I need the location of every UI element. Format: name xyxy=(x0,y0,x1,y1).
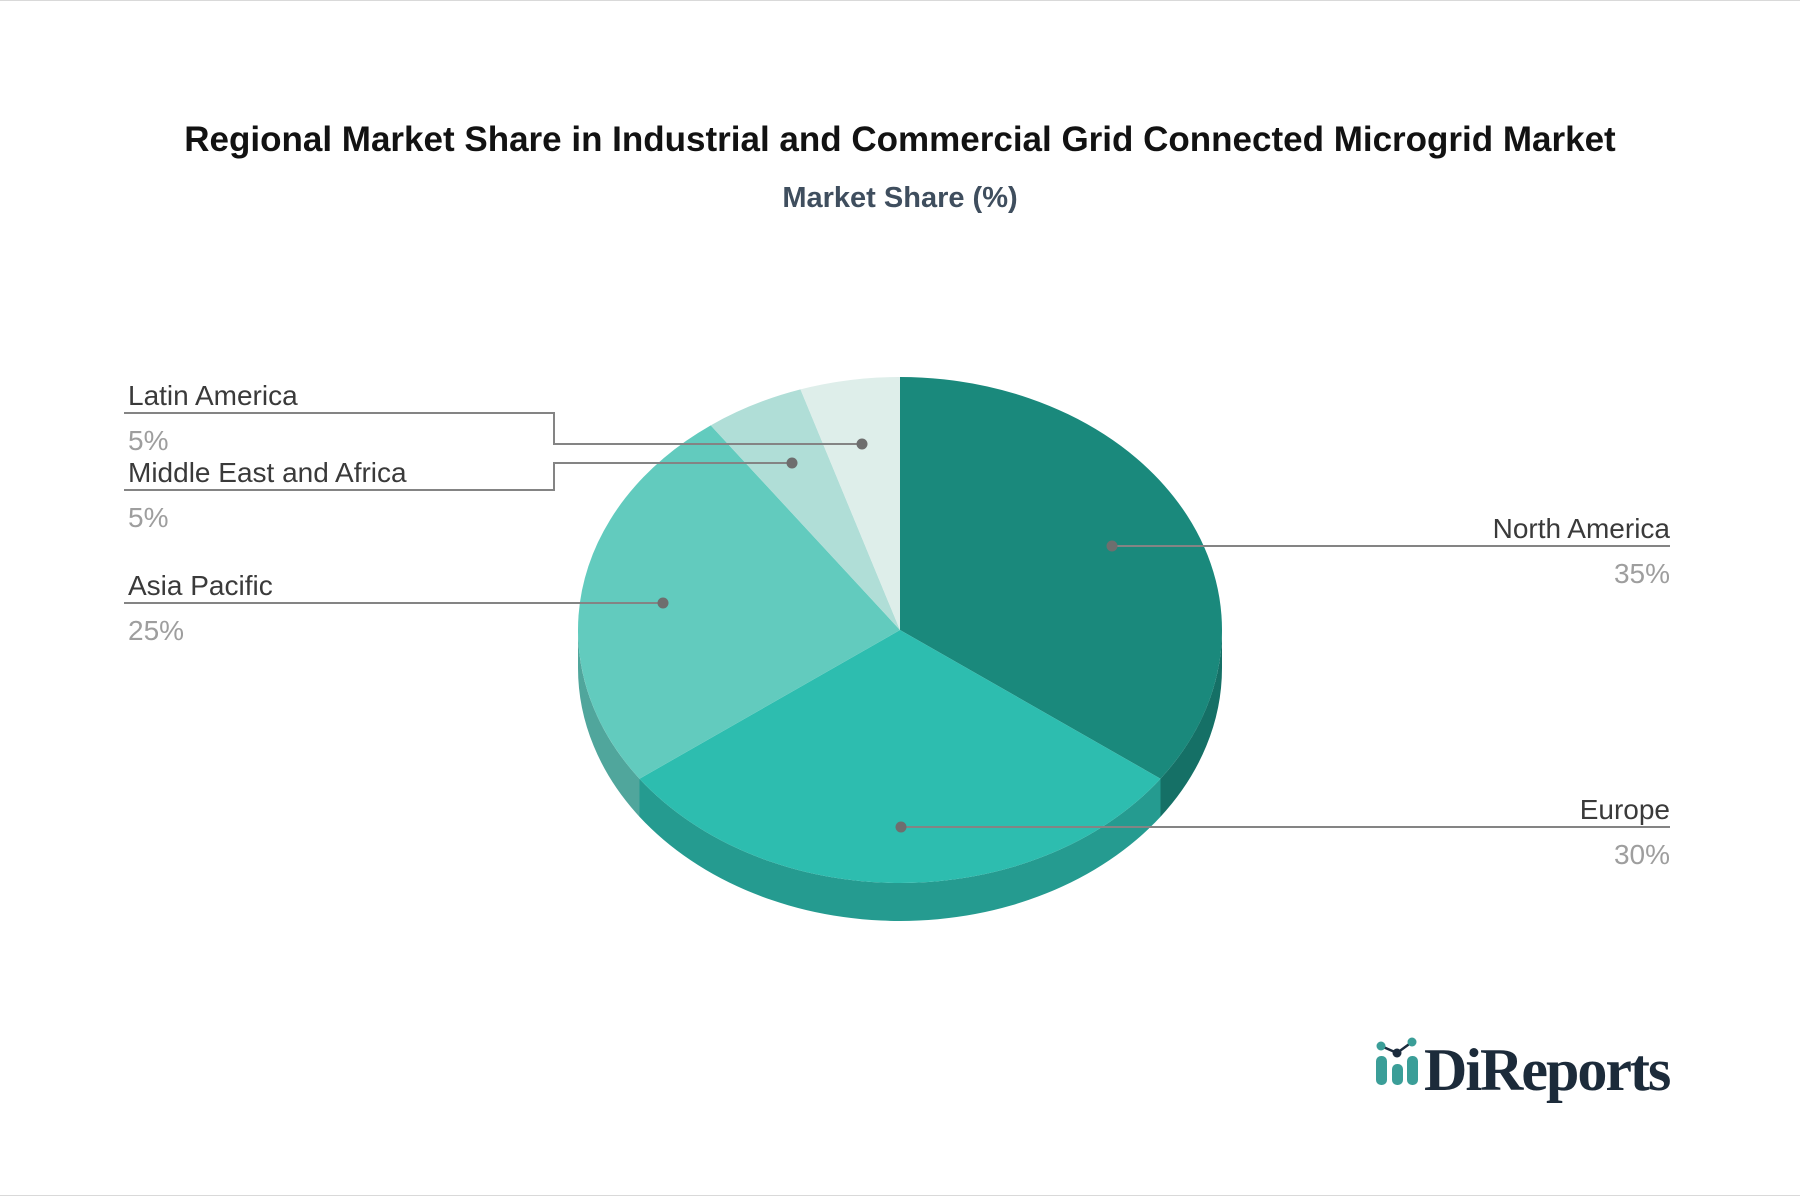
leader-line-latin-america xyxy=(124,412,862,445)
callout-latin-america: Latin America 5% xyxy=(128,381,298,456)
pie-slice-side-north-america xyxy=(1160,630,1222,817)
callout-label: Middle East and Africa xyxy=(128,457,407,488)
screenshot-top-border xyxy=(0,0,1800,1)
callout-value: 25% xyxy=(128,615,185,646)
leader-dot-middle-east-and-africa xyxy=(786,457,798,469)
chart-title: Regional Market Share in Industrial and … xyxy=(184,120,1616,159)
callout-label: Latin America xyxy=(128,380,298,411)
callout-europe: Europe 30% xyxy=(1580,795,1670,870)
callout-north-america: North America 35% xyxy=(1493,514,1670,589)
logo-text: DiReports xyxy=(1424,1037,1671,1103)
leader-dot-asia-pacific xyxy=(657,597,669,609)
pie-slice-north-america xyxy=(900,377,1222,779)
callout-value: 30% xyxy=(1613,839,1670,870)
pie-slice-latin-america xyxy=(800,377,900,630)
leader-dot-europe xyxy=(895,821,907,833)
callout-label: Asia Pacific xyxy=(128,570,273,601)
callout-value: 5% xyxy=(128,425,169,456)
callout-value: 35% xyxy=(1613,558,1670,589)
callout-label: Europe xyxy=(1579,794,1670,825)
leader-line-middle-east-and-africa xyxy=(124,462,792,491)
callout-value: 5% xyxy=(128,502,169,533)
leader-dot-north-america xyxy=(1106,540,1118,552)
pie-slice-side-europe xyxy=(639,778,1161,921)
callout-asia-pacific: Asia Pacific 25% xyxy=(128,571,273,646)
callout-label: North America xyxy=(1492,513,1670,544)
leader-dot-latin-america xyxy=(856,438,868,450)
chart-subtitle: Market Share (%) xyxy=(782,182,1018,214)
pie-slice-middle-east-and-africa xyxy=(710,389,900,630)
pie-slice-europe xyxy=(639,630,1161,883)
callout-middle-east-and-africa: Middle East and Africa 5% xyxy=(128,458,407,533)
pie-slice-asia-pacific xyxy=(578,425,900,779)
pie-slice-side-asia-pacific xyxy=(578,630,640,817)
bar-chart-trend-icon xyxy=(1376,1037,1418,1085)
